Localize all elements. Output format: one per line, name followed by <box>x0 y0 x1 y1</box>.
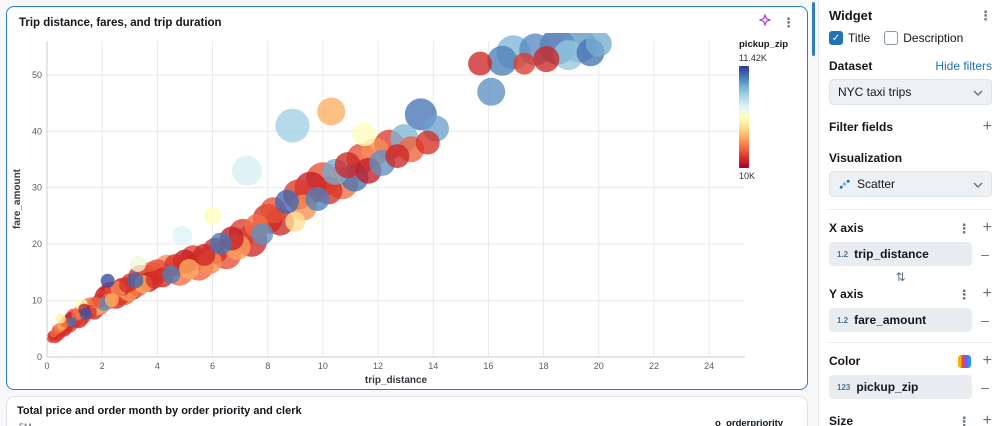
svg-text:10: 10 <box>32 296 42 306</box>
remove-y-axis-field-button[interactable]: – <box>981 312 989 328</box>
svg-text:4: 4 <box>155 361 160 371</box>
chart-title: Trip distance, fares, and trip duration <box>19 16 222 29</box>
title-checkbox[interactable]: ✓ Title <box>829 31 870 45</box>
svg-text:16: 16 <box>483 361 493 371</box>
color-legend: pickup_zip 11.42K 10K <box>739 39 789 181</box>
color-section-label: Color <box>829 354 861 368</box>
integer-type-icon: 123 <box>837 382 851 392</box>
kebab-menu-icon[interactable]: ⋮ <box>957 413 971 426</box>
svg-text:fare_amount: fare_amount <box>12 168 23 229</box>
decimal-type-icon: 1.2 <box>837 249 849 259</box>
legend-gradient-bar <box>739 66 749 168</box>
svg-text:0: 0 <box>44 361 49 371</box>
checkbox-unchecked-icon <box>884 31 899 45</box>
checkbox-checked-icon: ✓ <box>829 31 843 45</box>
y-axis-section-label: Y axis <box>829 287 864 301</box>
field-name: pickup_zip <box>856 380 919 394</box>
scatter-widget-card[interactable]: Trip distance, fares, and trip duration … <box>6 6 808 390</box>
svg-text:2: 2 <box>100 361 105 371</box>
kebab-menu-icon[interactable]: ⋮ <box>957 286 971 302</box>
svg-text:trip_distance: trip_distance <box>365 375 428 386</box>
add-x-axis-field-button[interactable]: + <box>982 219 992 236</box>
swap-axes-icon[interactable]: ⇅ <box>895 270 906 284</box>
visualization-select-value: Scatter <box>857 177 896 191</box>
svg-text:14: 14 <box>428 361 438 371</box>
svg-text:24: 24 <box>704 361 714 371</box>
kebab-menu-icon[interactable]: ⋮ <box>979 8 992 23</box>
x-axis-field-pill[interactable]: 1.2 trip_distance <box>829 242 972 266</box>
field-name: trip_distance <box>854 247 929 261</box>
x-axis-section-label: X axis <box>829 221 864 235</box>
size-section-label: Size <box>829 414 854 426</box>
section-divider <box>829 342 992 343</box>
checkbox-label: Title <box>848 31 871 45</box>
add-color-field-button[interactable]: + <box>982 352 992 369</box>
widget-config-panel: Widget ⋮ ✓ Title Description Dataset Hid… <box>818 0 1000 426</box>
checkbox-label: Description <box>903 31 964 45</box>
dataset-select-value: NYC taxi trips <box>838 85 912 99</box>
y-axis-field-pill[interactable]: 1.2 fare_amount <box>829 308 972 332</box>
legend-min-label: 10K <box>739 171 756 181</box>
add-size-field-button[interactable]: + <box>982 412 992 426</box>
svg-text:18: 18 <box>539 361 549 371</box>
legend-title: pickup_zip <box>739 39 789 50</box>
color-palette-icon[interactable] <box>957 354 971 368</box>
svg-text:12: 12 <box>373 361 383 371</box>
chevron-down-icon <box>973 85 983 99</box>
section-divider <box>829 209 992 210</box>
svg-text:10: 10 <box>318 361 328 371</box>
color-field-pill[interactable]: 123 pickup_zip <box>829 375 972 399</box>
legend-max-label: 11.42K <box>739 53 767 63</box>
svg-text:0: 0 <box>37 352 42 362</box>
legend-title: o_orderpriority <box>715 418 784 426</box>
add-filter-field-button[interactable]: + <box>982 118 992 135</box>
svg-text:40: 40 <box>32 126 42 136</box>
svg-text:6: 6 <box>210 361 215 371</box>
panel-title: Widget <box>829 8 873 23</box>
remove-color-field-button[interactable]: – <box>981 379 989 395</box>
svg-text:50: 50 <box>32 70 42 80</box>
assistant-sparkle-icon[interactable] <box>758 13 772 32</box>
svg-text:22: 22 <box>649 361 659 371</box>
panel-scroll-indicator <box>812 2 815 56</box>
svg-text:20: 20 <box>594 361 604 371</box>
scatter-viz-icon <box>838 178 851 191</box>
svg-text:30: 30 <box>32 183 42 193</box>
hide-filters-link[interactable]: Hide filters <box>935 59 992 73</box>
visualization-section-label: Visualization <box>829 151 903 165</box>
chevron-down-icon <box>973 177 983 191</box>
filter-fields-section-label: Filter fields <box>829 120 894 134</box>
y-axis-tick: 5M <box>19 422 32 426</box>
description-checkbox[interactable]: Description <box>884 31 963 45</box>
remove-x-axis-field-button[interactable]: – <box>981 246 989 262</box>
add-y-axis-field-button[interactable]: + <box>982 285 992 302</box>
dataset-select[interactable]: NYC taxi trips <box>829 79 992 105</box>
chart-title: Total price and order month by order pri… <box>17 405 302 417</box>
bar-widget-card[interactable]: Total price and order month by order pri… <box>6 396 808 426</box>
scatter-plot: 0 2 4 6 8 10 12 14 16 18 20 22 2401020304050trip_dis… <box>12 33 745 386</box>
decimal-type-icon: 1.2 <box>837 315 849 325</box>
svg-text:8: 8 <box>265 361 270 371</box>
field-name: fare_amount <box>854 313 927 327</box>
kebab-menu-icon[interactable]: ⋮ <box>957 220 971 236</box>
chart-body: 0 2 4 6 8 10 12 14 16 18 20 22 24 0 10 20 30 40 50 trip_dis… <box>7 33 807 387</box>
widget-header: Trip distance, fares, and trip duration … <box>7 7 807 31</box>
kebab-menu-icon[interactable]: ⋮ <box>782 15 795 30</box>
visualization-select[interactable]: Scatter <box>829 171 992 197</box>
dataset-section-label: Dataset <box>829 59 873 73</box>
svg-text:20: 20 <box>32 239 42 249</box>
